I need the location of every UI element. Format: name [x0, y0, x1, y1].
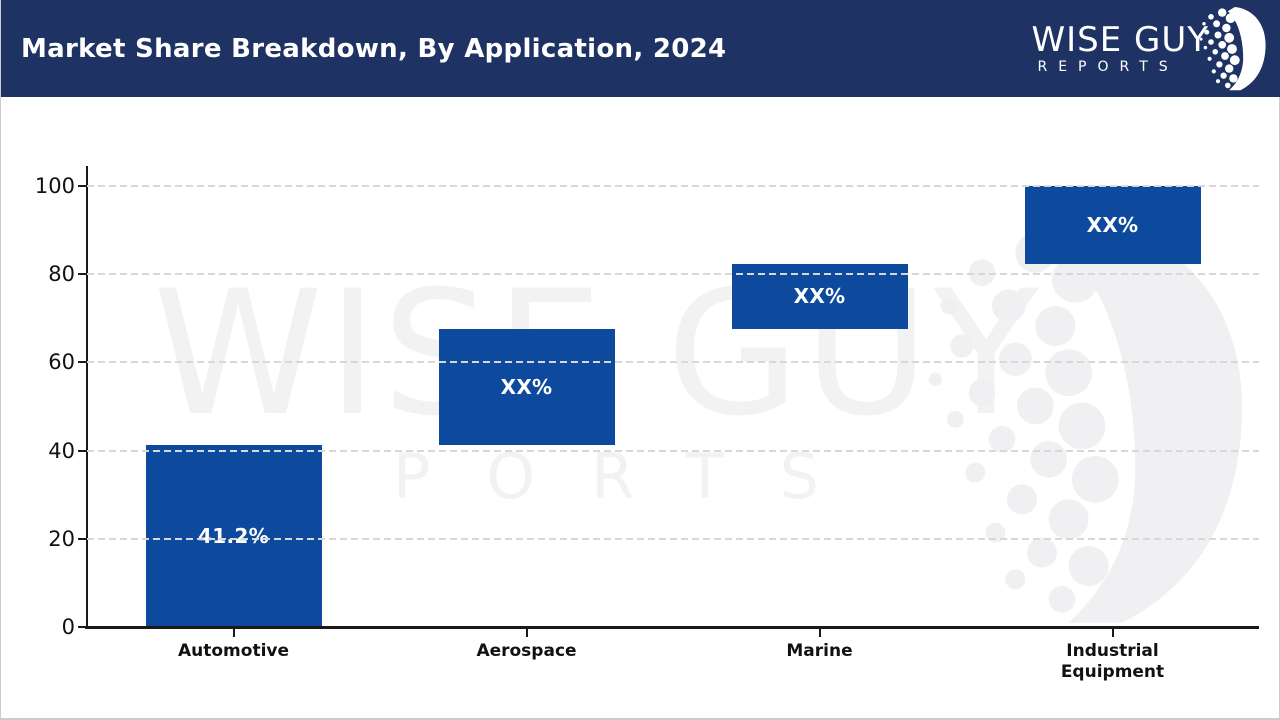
- logo-wordmark: WISE GUY: [1031, 20, 1209, 60]
- y-axis-tick-label: 100: [34, 174, 75, 198]
- x-axis-tick: [818, 629, 821, 637]
- bar: XX%: [438, 328, 615, 446]
- y-axis-tick: [78, 185, 87, 187]
- header-bar: Market Share Breakdown, By Application, …: [1, 0, 1280, 97]
- x-axis-tick: [1111, 629, 1114, 637]
- y-axis-tick: [78, 537, 87, 540]
- gridline: [87, 449, 1259, 452]
- y-axis-tick: [78, 626, 87, 628]
- bar: 41.2%: [145, 445, 322, 627]
- y-axis-tick: [78, 449, 87, 452]
- gridline: [87, 185, 1259, 187]
- logo-subtext: REPORTS: [1037, 59, 1179, 75]
- x-axis-tick-label: Automotive: [177, 641, 290, 661]
- logo-text: WISE GUY REPORTS: [1031, 22, 1209, 75]
- y-axis-tick-label: 80: [48, 262, 75, 287]
- bar-value-label: XX%: [1086, 212, 1139, 237]
- bar: XX%: [1024, 186, 1201, 264]
- x-axis-tick-label: Aerospace: [476, 641, 577, 661]
- logo-head-icon: [1197, 7, 1267, 91]
- y-axis-tick-label: 40: [48, 438, 75, 463]
- bar-value-label: XX%: [793, 284, 846, 309]
- x-axis-tick-label: Marine: [786, 641, 853, 661]
- x-axis-tick: [232, 629, 235, 637]
- chart-title: Market Share Breakdown, By Application, …: [21, 33, 727, 64]
- x-axis-line: [85, 626, 1259, 629]
- y-axis-tick-label: 60: [48, 350, 75, 375]
- gridline: [87, 537, 1259, 540]
- wise-guy-logo: WISE GUY REPORTS: [1031, 7, 1267, 91]
- gridline: [87, 273, 1259, 276]
- bar-value-label: XX%: [500, 375, 553, 400]
- y-axis-tick-label: 0: [61, 615, 75, 639]
- x-axis-tick-label: Industrial Equipment: [1060, 641, 1165, 682]
- y-axis-line: [86, 166, 88, 628]
- y-axis-tick: [78, 273, 87, 276]
- x-axis-tick: [525, 629, 528, 637]
- gridline: [87, 361, 1259, 364]
- y-axis-tick: [78, 361, 87, 364]
- y-axis-tick-label: 20: [48, 526, 75, 551]
- bar-value-label: 41.2%: [198, 524, 269, 549]
- watermark-subtext: PORTS: [393, 440, 875, 513]
